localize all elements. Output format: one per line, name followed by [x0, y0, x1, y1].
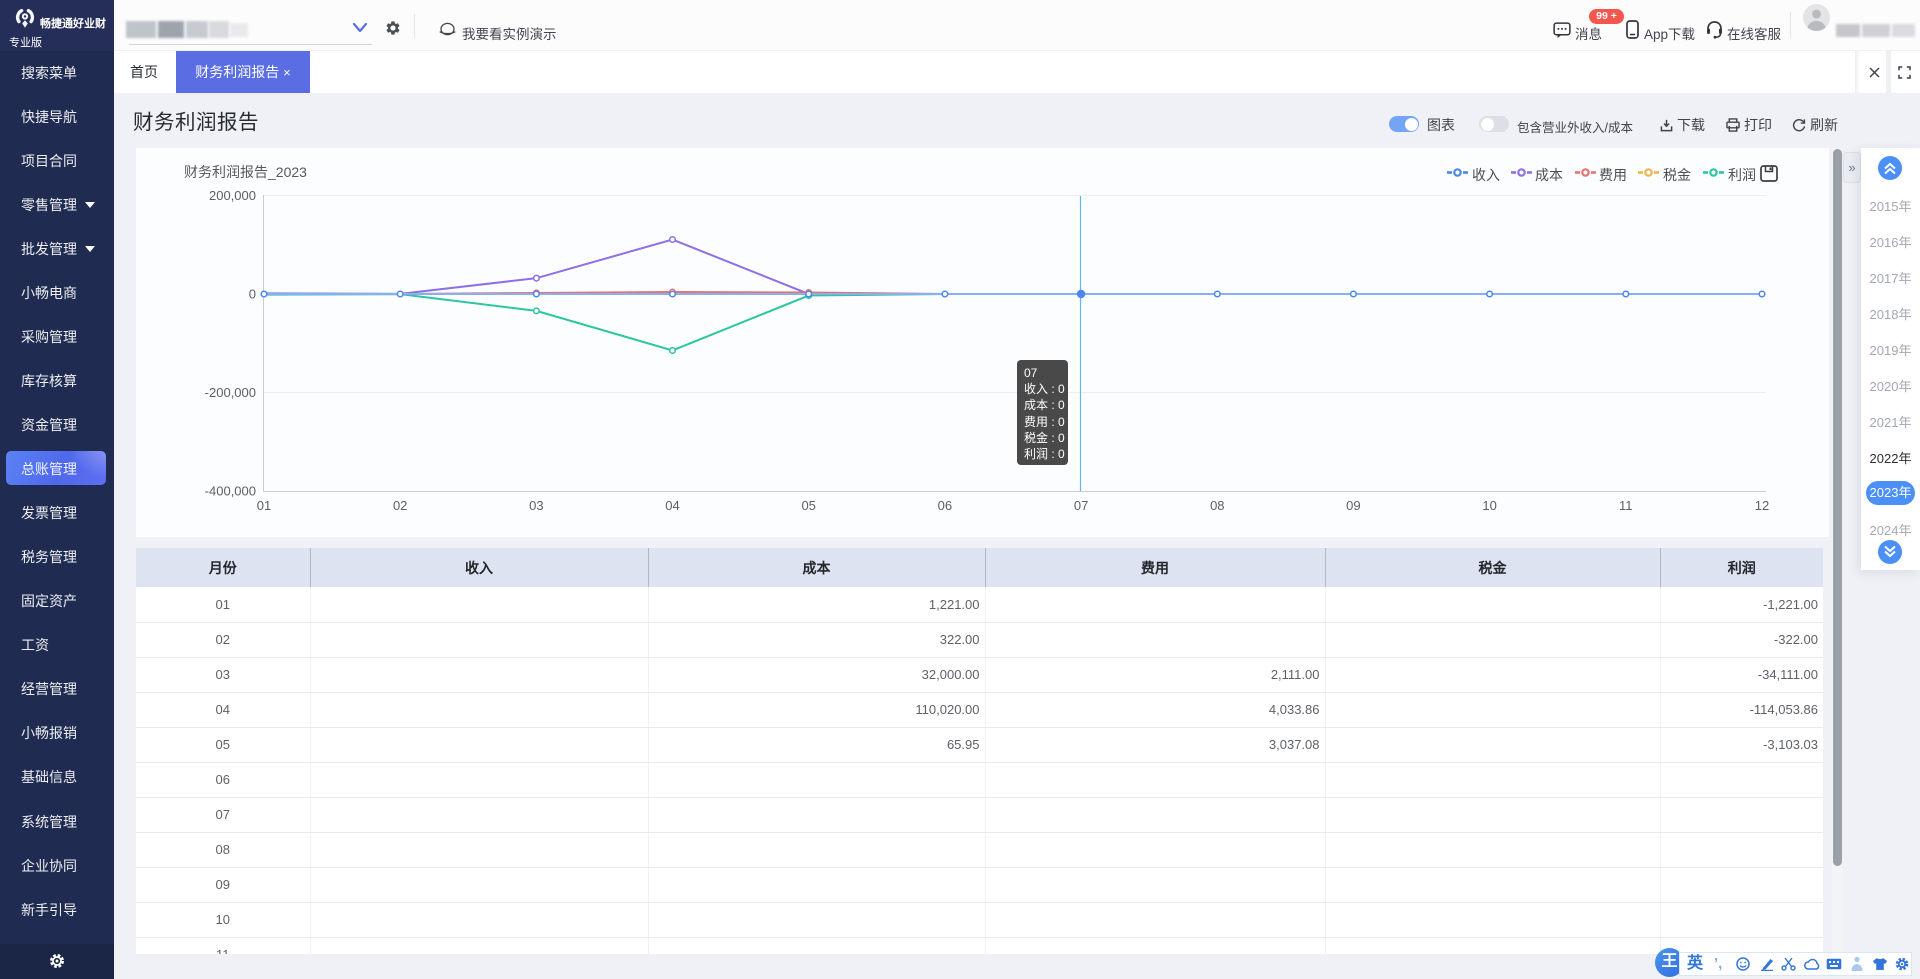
svg-text:07: 07 — [1074, 498, 1088, 513]
svg-text:03: 03 — [529, 498, 543, 513]
svg-text:08: 08 — [1210, 498, 1224, 513]
svg-text:04: 04 — [665, 498, 679, 513]
svg-text:09: 09 — [1346, 498, 1360, 513]
svg-text:01: 01 — [257, 498, 271, 513]
svg-text:-400,000: -400,000 — [205, 484, 256, 499]
svg-text:06: 06 — [938, 498, 952, 513]
svg-text:05: 05 — [801, 498, 815, 513]
svg-text:11: 11 — [1619, 498, 1633, 513]
svg-text:12: 12 — [1755, 498, 1769, 513]
svg-text:0: 0 — [249, 287, 256, 302]
svg-text:10: 10 — [1482, 498, 1496, 513]
svg-text:02: 02 — [393, 498, 407, 513]
svg-text:-200,000: -200,000 — [205, 385, 256, 400]
svg-text:200,000: 200,000 — [209, 188, 256, 203]
